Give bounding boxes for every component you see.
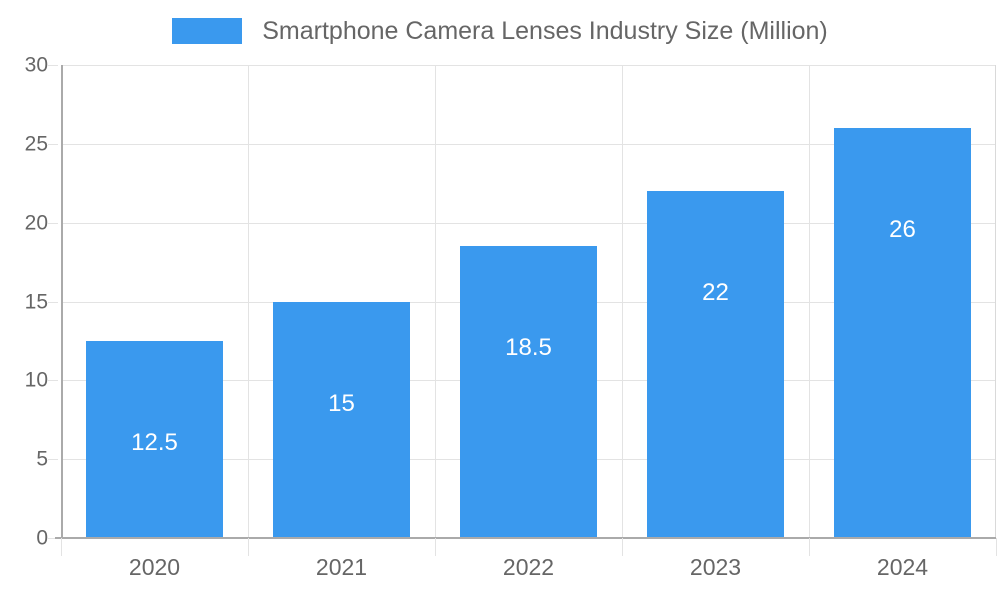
bar-2022[interactable] bbox=[460, 246, 597, 538]
x-axis-line-extension bbox=[55, 537, 63, 539]
x-tick-mark bbox=[996, 538, 997, 556]
bar-2021[interactable] bbox=[273, 301, 410, 538]
legend-color-swatch-icon bbox=[172, 18, 243, 44]
x-tick-label-2021: 2021 bbox=[315, 554, 368, 580]
x-tick-mark bbox=[622, 538, 623, 556]
x-tick-label-2024: 2024 bbox=[876, 554, 929, 580]
y-tick-mark bbox=[48, 380, 58, 382]
y-tick-label: 5 bbox=[36, 447, 48, 471]
gridline-horizontal bbox=[61, 222, 996, 224]
y-tick-label: 10 bbox=[24, 368, 48, 392]
y-tick-label: 15 bbox=[24, 290, 48, 313]
bar-2020[interactable] bbox=[86, 341, 223, 538]
y-tick-mark bbox=[48, 65, 58, 66]
y-axis-tick-labels: 0 5 10 15 20 25 30 bbox=[0, 55, 58, 549]
bar-value-label-2024: 26 bbox=[889, 215, 916, 243]
plot-area: 12.5 15 18.5 22 26 bbox=[55, 65, 996, 539]
gridline-vertical bbox=[435, 65, 436, 538]
gridline-horizontal bbox=[61, 143, 996, 145]
y-axis-line bbox=[61, 65, 63, 538]
x-tick-mark bbox=[809, 538, 810, 556]
plot-border-right bbox=[995, 65, 996, 538]
bar-value-label-2021: 15 bbox=[328, 389, 355, 417]
x-axis-line bbox=[61, 537, 996, 539]
y-tick-label: 30 bbox=[24, 53, 48, 77]
y-tick-label: 0 bbox=[36, 526, 48, 550]
y-tick-label: 20 bbox=[24, 211, 48, 235]
gridline-horizontal bbox=[61, 65, 996, 66]
y-tick-mark bbox=[48, 143, 58, 145]
bar-2024[interactable] bbox=[834, 127, 971, 538]
x-tick-label-2022: 2022 bbox=[502, 554, 555, 580]
gridline-vertical bbox=[809, 65, 810, 538]
bar-value-label-2023: 22 bbox=[702, 279, 729, 307]
y-tick-label: 25 bbox=[24, 132, 48, 156]
chart-legend: Smartphone Camera Lenses Industry Size (… bbox=[0, 12, 1000, 50]
y-tick-mark bbox=[48, 459, 58, 461]
x-tick-mark bbox=[435, 538, 436, 556]
x-tick-mark bbox=[248, 538, 249, 556]
y-tick-mark bbox=[48, 301, 58, 303]
y-tick-mark bbox=[48, 222, 58, 224]
gridline-vertical bbox=[248, 65, 249, 538]
bar-value-label-2020: 12.5 bbox=[131, 429, 178, 456]
y-tick-mark bbox=[48, 538, 58, 539]
bar-value-label-2022: 18.5 bbox=[505, 334, 552, 362]
x-tick-mark bbox=[61, 538, 62, 556]
gridline-vertical bbox=[622, 65, 623, 538]
legend-label: Smartphone Camera Lenses Industry Size (… bbox=[262, 16, 828, 45]
x-tick-label-2023: 2023 bbox=[689, 554, 742, 580]
x-tick-label-2020: 2020 bbox=[128, 554, 181, 580]
bar-2023[interactable] bbox=[647, 191, 784, 538]
